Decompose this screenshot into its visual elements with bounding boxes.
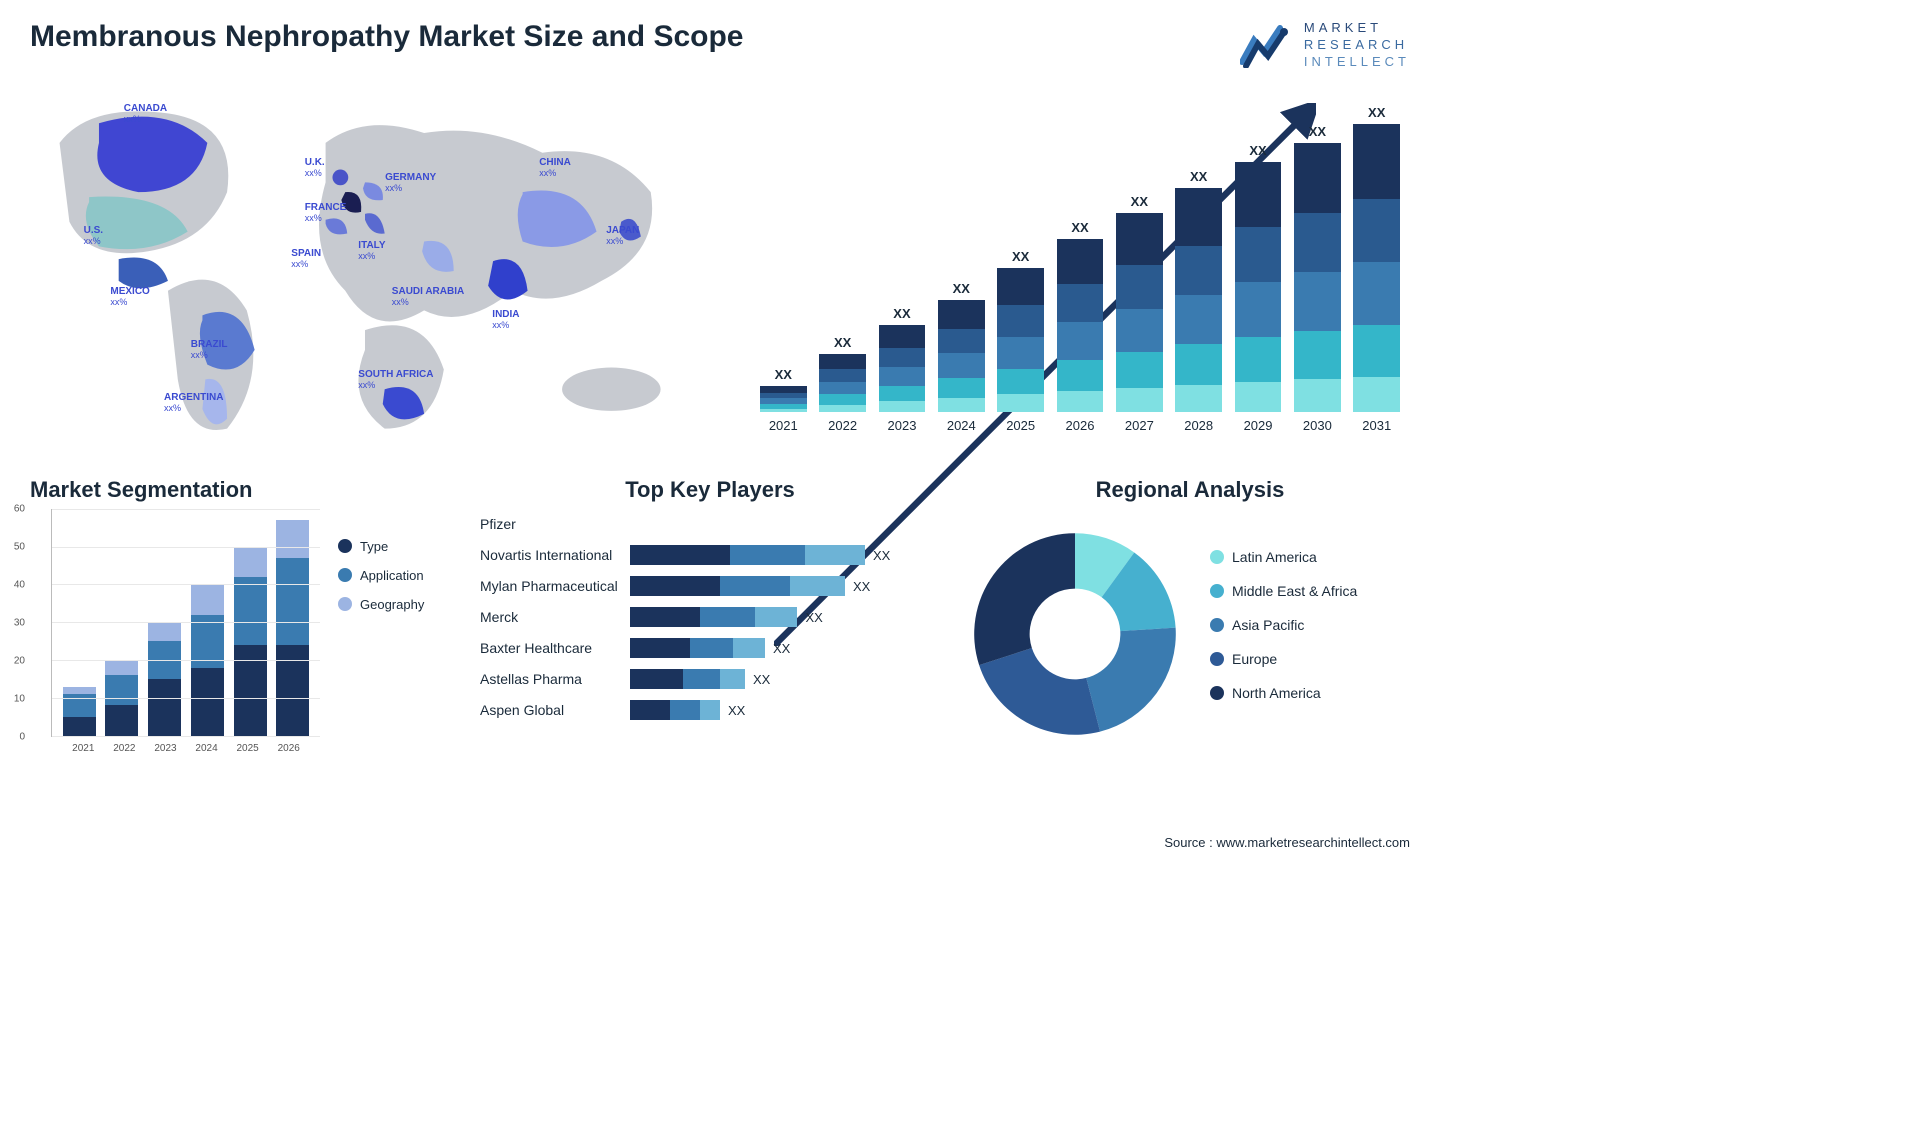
map-label: CHINAxx% [539,157,571,179]
key-player-row: Novartis InternationalXX [480,540,940,571]
map-label: SOUTH AFRICAxx% [358,369,433,391]
map-label: FRANCExx% [305,202,347,224]
donut-segment [1086,627,1176,731]
region-uk [332,169,348,185]
forecast-bar: XX2025 [997,249,1044,433]
forecast-bar: XX2029 [1235,143,1282,433]
forecast-bar: XX2028 [1175,169,1222,433]
map-label: U.S.xx% [84,225,103,247]
forecast-bar: XX2030 [1294,124,1341,433]
forecast-bar: XX2024 [938,281,985,433]
key-player-row: Aspen GlobalXX [480,695,940,726]
map-label: ARGENTINAxx% [164,392,223,414]
source-attribution: Source : www.marketresearchintellect.com [1164,835,1410,850]
regional-panel: Regional Analysis Latin America Middle Ea… [970,477,1410,777]
world-map-panel: CANADAxx% U.S.xx% MEXICOxx% BRAZILxx% ARGENT… [30,81,700,461]
map-label: ITALYxx% [358,240,385,262]
forecast-bar: XX2021 [760,367,807,433]
key-player-row: MerckXX [480,602,940,633]
donut-segment [974,533,1075,665]
key-player-row: Baxter HealthcareXX [480,633,940,664]
key-player-row: Mylan PharmaceuticalXX [480,571,940,602]
map-label: INDIAxx% [492,309,519,331]
regional-title: Regional Analysis [970,477,1410,503]
forecast-bar: XX2022 [819,335,866,433]
legend-item: North America [1210,685,1357,701]
logo-mark-icon [1240,22,1296,68]
map-label: JAPANxx% [606,225,639,247]
key-player-row: Pfizer [480,509,940,540]
segmentation-title: Market Segmentation [30,477,450,503]
map-label: GERMANYxx% [385,172,436,194]
map-label: CANADAxx% [124,103,167,125]
map-label: SPAINxx% [291,248,321,270]
map-label: SAUDI ARABIAxx% [392,286,464,308]
segmentation-panel: Market Segmentation 0102030405060 202120… [30,477,450,777]
brand-logo: MARKET RESEARCH INTELLECT [1240,20,1410,71]
forecast-bar: XX2023 [879,306,926,432]
legend-item: Application [338,568,450,583]
forecast-chart-panel: XX2021 XX2022 XX2023 XX2024 XX2025 XX2026 XX20… [740,81,1410,461]
page-title: Membranous Nephropathy Market Size and S… [30,20,743,54]
legend-item: Asia Pacific [1210,617,1357,633]
key-players-title: Top Key Players [480,477,940,503]
map-label: MEXICOxx% [110,286,149,308]
map-label: BRAZILxx% [191,339,228,361]
legend-item: Latin America [1210,549,1357,565]
forecast-bar: XX2031 [1353,105,1400,433]
region-mexico [119,257,168,288]
logo-text: MARKET RESEARCH INTELLECT [1304,20,1410,71]
donut-segment [979,648,1100,735]
forecast-bar: XX2026 [1057,220,1104,433]
key-player-row: Astellas PharmaXX [480,664,940,695]
key-players-chart: PfizerNovartis InternationalXXMylan Phar… [480,509,940,759]
world-map-icon [30,81,700,461]
forecast-bar: XX2027 [1116,194,1163,432]
legend-item: Middle East & Africa [1210,583,1357,599]
regional-legend: Latin America Middle East & Africa Asia Pa… [1180,549,1357,719]
segmentation-chart: 0102030405060 202120222023202420252026 [30,509,320,759]
legend-item: Geography [338,597,450,612]
key-players-panel: Top Key Players PfizerNovartis Internati… [480,477,940,777]
legend-item: Type [338,539,450,554]
map-label: U.K.xx% [305,157,325,179]
legend-item: Europe [1210,651,1357,667]
segmentation-legend: Type Application Geography [320,509,450,759]
regional-donut-chart [970,529,1180,739]
